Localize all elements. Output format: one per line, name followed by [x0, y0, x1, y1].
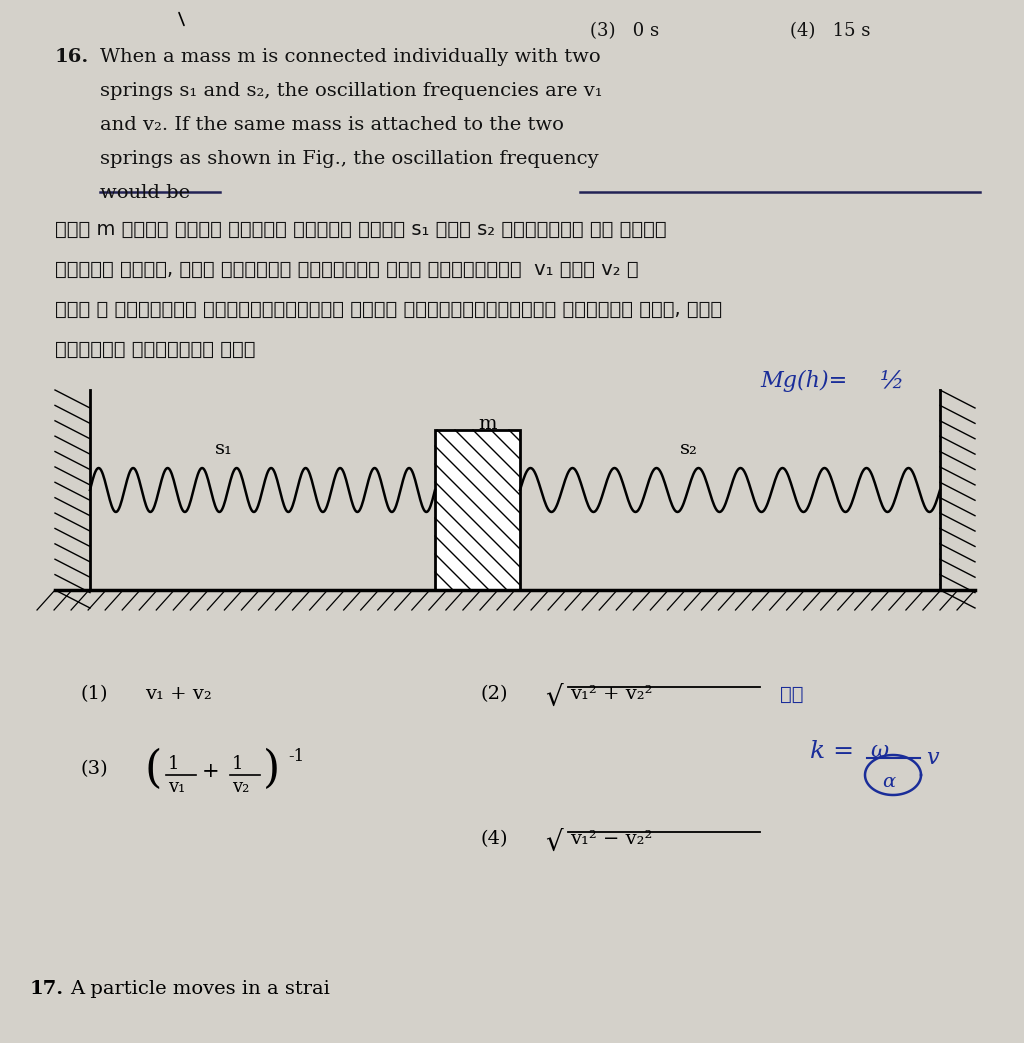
Text: α: α — [882, 773, 895, 791]
Text: v₁² − v₂²: v₁² − v₂² — [570, 830, 652, 848]
Text: √: √ — [545, 685, 562, 712]
Text: √: √ — [545, 830, 562, 857]
Text: v₁ + v₂: v₁ + v₂ — [145, 685, 212, 703]
Text: যদি m ভরের কোনো বস্তু আলাদা ভাবে s₁ এবং s₂ স্প্রিং এর সাথে: যদি m ভরের কোনো বস্তু আলাদা ভাবে s₁ এবং … — [55, 220, 667, 239]
Text: (3)   0 s: (3) 0 s — [590, 22, 659, 40]
Text: (: ( — [145, 748, 163, 792]
Text: -1: -1 — [288, 748, 304, 765]
Text: ½: ½ — [880, 370, 904, 393]
Text: s₁: s₁ — [215, 440, 232, 458]
Text: m: m — [478, 415, 497, 433]
Text: v₁: v₁ — [168, 778, 185, 796]
Text: 1: 1 — [232, 755, 244, 773]
Text: 1: 1 — [168, 755, 179, 773]
Text: বা: বা — [780, 685, 804, 704]
Text: যুক্ত থাকে, তবে দোলনের কম্পাংক হয় যথাক্রমে  v₁ এবং v₂ ণ: যুক্ত থাকে, তবে দোলনের কম্পাংক হয় যথাক্… — [55, 260, 639, 278]
Text: k =: k = — [810, 739, 854, 763]
Text: (1): (1) — [80, 685, 108, 703]
Text: would be: would be — [100, 184, 190, 202]
Text: দোলনের কম্পাংক হবে: দোলনের কম্পাংক হবে — [55, 340, 256, 359]
Text: যদি ঐ বস্তুটি স্প্রিংদুটির সাথে চিত্রানুযায়ী লাগানো হয়, তবে: যদি ঐ বস্তুটি স্প্রিংদুটির সাথে চিত্রানু… — [55, 300, 722, 319]
Text: (2): (2) — [480, 685, 508, 703]
Text: springs as shown in Fig., the oscillation frequency: springs as shown in Fig., the oscillatio… — [100, 150, 599, 168]
Text: and v₂. If the same mass is attached to the two: and v₂. If the same mass is attached to … — [100, 116, 564, 134]
Text: ω: ω — [870, 739, 888, 762]
Text: 16.: 16. — [55, 48, 89, 66]
Text: A particle moves in a strai: A particle moves in a strai — [70, 980, 330, 998]
Text: 17.: 17. — [30, 980, 65, 998]
Text: (3): (3) — [80, 760, 108, 778]
Text: Mg(h)=: Mg(h)= — [760, 370, 847, 392]
Text: v₁² + v₂²: v₁² + v₂² — [570, 685, 652, 703]
Text: springs s₁ and s₂, the oscillation frequencies are v₁: springs s₁ and s₂, the oscillation frequ… — [100, 82, 603, 100]
Text: v: v — [926, 747, 939, 769]
Text: +: + — [202, 762, 219, 781]
Bar — [435, 430, 520, 590]
Text: When a mass m is connected individually with two: When a mass m is connected individually … — [100, 48, 601, 66]
Text: (4)   15 s: (4) 15 s — [790, 22, 870, 40]
Text: ): ) — [263, 748, 281, 792]
Text: v₂: v₂ — [232, 778, 250, 796]
Text: (4): (4) — [480, 830, 508, 848]
Text: s₂: s₂ — [680, 440, 698, 458]
